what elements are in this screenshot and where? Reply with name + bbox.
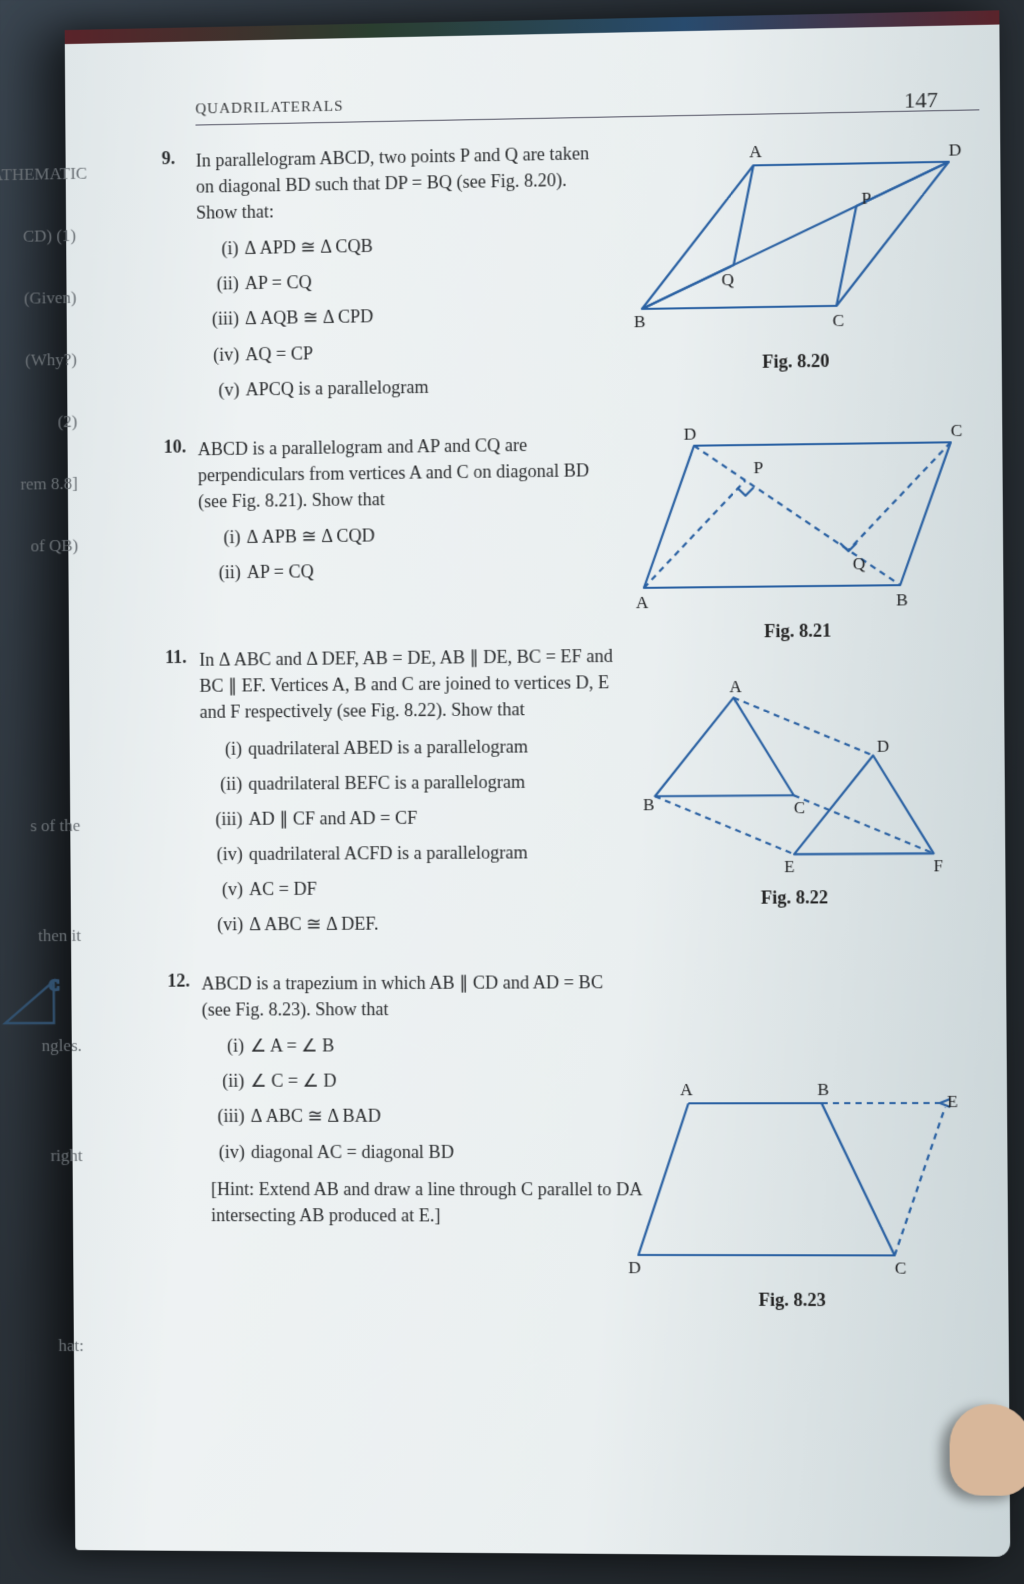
question-text: ABCD is a parallelogram and AP and CQ ar… (198, 430, 613, 514)
figure-caption: Fig. 8.23 (618, 1289, 967, 1311)
figure-caption: Fig. 8.22 (636, 887, 954, 910)
svg-text:D: D (949, 140, 962, 160)
svg-text:A: A (680, 1080, 693, 1099)
svg-text:Q: Q (853, 554, 866, 573)
question-text: In Δ ABC and Δ DEF, AB = DE, AB ∥ DE, BC… (199, 643, 635, 726)
page-number: 147 (904, 87, 938, 114)
question-number: 12. (167, 971, 190, 992)
svg-text:Q: Q (721, 270, 734, 289)
margin-note: MATHEMATIC (0, 164, 76, 186)
margin-note: right (0, 1146, 83, 1166)
svg-text:B: B (634, 312, 646, 331)
chapter-heading: QUADRILATERALS (195, 86, 958, 118)
margin-note: CD) (1) (0, 226, 76, 248)
margin-note: s of the (0, 816, 80, 837)
question-hint: [Hint: Extend AB and draw a line through… (211, 1176, 677, 1229)
svg-text:C: C (895, 1258, 907, 1277)
textbook-page: 147 QUADRILATERALS MATHEMATIC CD) (1) (G… (65, 10, 1011, 1557)
margin-note: (Given) (0, 288, 77, 310)
svg-text:C: C (49, 977, 59, 994)
margin-note: hat: (0, 1336, 84, 1356)
margin-note: (Why?) (0, 350, 77, 371)
margin-note: (2) (0, 412, 77, 433)
question-number: 9. (162, 148, 176, 169)
figure-caption: Fig. 8.21 (624, 619, 973, 644)
svg-text:A: A (729, 677, 741, 696)
svg-text:B: B (643, 795, 654, 814)
thumb-holding-page (949, 1404, 1024, 1496)
left-margin-notes: MATHEMATIC CD) (1) (Given) (Why?) (2) re… (0, 164, 85, 1446)
margin-note: then it (0, 926, 81, 946)
svg-text:B: B (896, 590, 908, 609)
svg-text:P: P (861, 189, 871, 208)
question-text: ABCD is a trapezium in which AB ∥ CD and… (201, 969, 636, 1023)
svg-text:E: E (947, 1092, 958, 1111)
svg-text:A: A (636, 593, 649, 612)
figure-8-22: A B C D E F Fig. 8.22 (634, 676, 954, 910)
svg-text:C: C (794, 798, 805, 817)
svg-text:D: D (684, 424, 697, 443)
svg-text:P: P (753, 458, 763, 477)
svg-text:D: D (877, 736, 889, 755)
part: (i)∠ A = ∠ B (210, 1027, 966, 1064)
question-number: 10. (164, 436, 187, 457)
question-number: 11. (165, 647, 187, 668)
margin-triangle-icon: C (0, 974, 66, 1037)
svg-text:C: C (832, 311, 844, 330)
svg-text:B: B (817, 1080, 829, 1099)
margin-note: rem 8.8] (0, 474, 78, 495)
svg-text:A: A (749, 142, 762, 162)
svg-text:F: F (934, 856, 944, 875)
svg-text:E: E (784, 857, 794, 876)
part: (vi)Δ ABC ≅ Δ DEF. (209, 904, 965, 943)
figure-8-20: A B C D P Q Fig. 8.20 (620, 131, 970, 375)
question-text: In parallelogram ABCD, two points P and … (196, 140, 611, 226)
svg-text:D: D (628, 1258, 641, 1277)
margin-note: ngles. (0, 1036, 82, 1056)
margin-note: of QB) (0, 536, 78, 557)
svg-text:C: C (951, 421, 963, 440)
figure-8-23: A B C D E Fig. 8.23 (617, 1073, 967, 1312)
figure-8-21: A B C D P Q Fig. 8.21 (622, 412, 972, 644)
